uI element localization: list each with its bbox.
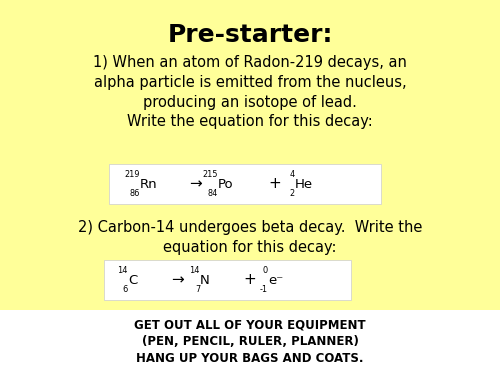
Text: 2: 2 [290,189,295,198]
Text: He: He [295,177,313,190]
Text: Po: Po [218,177,234,190]
Text: +: + [244,273,256,288]
Text: -1: -1 [260,285,268,294]
Text: GET OUT ALL OF YOUR EQUIPMENT: GET OUT ALL OF YOUR EQUIPMENT [134,318,366,331]
Text: 84: 84 [208,189,218,198]
Text: 2) Carbon-14 undergoes beta decay.  Write the
equation for this decay:: 2) Carbon-14 undergoes beta decay. Write… [78,220,422,255]
Text: 0: 0 [263,266,268,275]
Text: →: → [188,177,202,192]
Bar [0,310,500,375]
Text: 14: 14 [118,266,128,275]
Text: 1) When an atom of Radon-219 decays, an
alpha particle is emitted from the nucle: 1) When an atom of Radon-219 decays, an … [93,55,407,129]
Text: +: + [268,177,281,192]
Text: 7: 7 [195,285,200,294]
Text: HANG UP YOUR BAGS AND COATS.: HANG UP YOUR BAGS AND COATS. [136,352,364,365]
Text: 86: 86 [130,189,140,198]
Text: (PEN, PENCIL, RULER, PLANNER): (PEN, PENCIL, RULER, PLANNER) [142,335,358,348]
Text: Pre-starter:: Pre-starter: [168,23,332,47]
Text: 215: 215 [202,170,218,179]
Text: N: N [200,273,210,286]
Text: C: C [128,273,137,286]
FancyBboxPatch shape [104,260,351,300]
FancyBboxPatch shape [109,164,381,204]
Text: e⁻: e⁻ [268,273,283,286]
Text: →: → [172,273,184,288]
Text: 6: 6 [123,285,128,294]
Text: 219: 219 [124,170,140,179]
Text: 14: 14 [190,266,200,275]
Text: Rn: Rn [140,177,158,190]
Text: 4: 4 [290,170,295,179]
